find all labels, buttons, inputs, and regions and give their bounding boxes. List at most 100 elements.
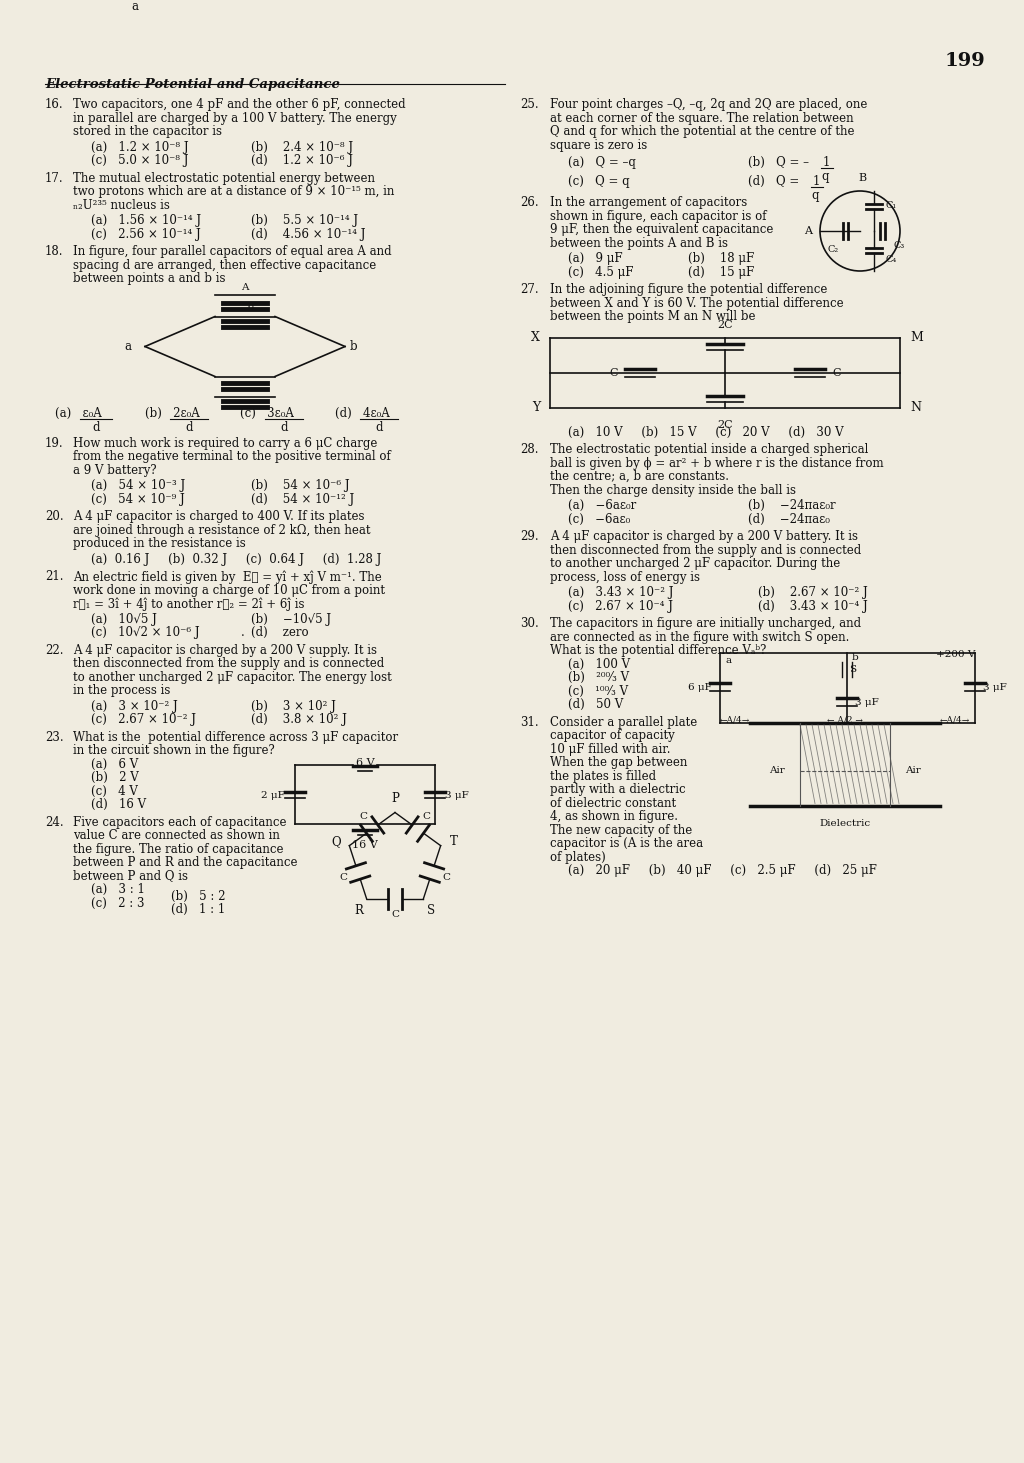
Text: (d)   4ε₀A: (d) 4ε₀A: [335, 407, 390, 420]
Text: 2C: 2C: [717, 420, 733, 430]
Text: Two capacitors, one 4 pF and the other 6 pF, connected: Two capacitors, one 4 pF and the other 6…: [73, 98, 406, 111]
Text: The electrostatic potential inside a charged spherical: The electrostatic potential inside a cha…: [550, 443, 868, 456]
Text: (a)   3 : 1: (a) 3 : 1: [91, 884, 144, 895]
Text: (a)   54 × 10⁻³ J: (a) 54 × 10⁻³ J: [91, 478, 185, 492]
Text: 31.: 31.: [520, 715, 539, 729]
Text: 18.: 18.: [45, 244, 63, 257]
Text: ←A/4→: ←A/4→: [940, 715, 971, 724]
Text: (c)   5.0 × 10⁻⁸ J: (c) 5.0 × 10⁻⁸ J: [91, 154, 188, 167]
Text: between points a and b is: between points a and b is: [73, 272, 225, 285]
Text: S: S: [427, 904, 435, 917]
Text: (b)    3 × 10² J: (b) 3 × 10² J: [251, 699, 336, 712]
Text: d: d: [92, 420, 99, 433]
Text: Then the charge density inside the ball is: Then the charge density inside the ball …: [550, 483, 796, 496]
Text: d: d: [248, 301, 255, 312]
Text: 1: 1: [813, 174, 820, 187]
Text: a: a: [131, 0, 138, 13]
Text: (b)    5.5 × 10⁻¹⁴ J: (b) 5.5 × 10⁻¹⁴ J: [251, 214, 358, 227]
Text: two protons which are at a distance of 9 × 10⁻¹⁵ m, in: two protons which are at a distance of 9…: [73, 184, 394, 198]
Text: work done in moving a charge of 10 μC from a point: work done in moving a charge of 10 μC fr…: [73, 584, 385, 597]
Text: (c)   2.56 × 10⁻¹⁴ J: (c) 2.56 × 10⁻¹⁴ J: [91, 228, 201, 240]
Text: What is the potential difference Vₐᵇ?: What is the potential difference Vₐᵇ?: [550, 644, 766, 657]
Text: a: a: [124, 339, 131, 353]
Text: When the gap between: When the gap between: [550, 756, 687, 770]
Text: The new capacity of the: The new capacity of the: [550, 824, 692, 837]
Text: (b)    54 × 10⁻⁶ J: (b) 54 × 10⁻⁶ J: [251, 478, 349, 492]
Text: of dielectric constant: of dielectric constant: [550, 796, 676, 809]
Text: X: X: [531, 331, 540, 344]
Text: 3 μF: 3 μF: [855, 698, 879, 707]
Text: (b)    2.4 × 10⁻⁸ J: (b) 2.4 × 10⁻⁸ J: [251, 140, 353, 154]
Text: (a)   9 μF: (a) 9 μF: [568, 252, 623, 265]
Text: 2C: 2C: [717, 319, 733, 329]
Text: Q: Q: [331, 835, 341, 849]
Text: (a)   Q = –q: (a) Q = –q: [568, 157, 636, 170]
Text: d: d: [280, 420, 288, 433]
Text: 1: 1: [823, 157, 830, 170]
Text: (d)    4.56 × 10⁻¹⁴ J: (d) 4.56 × 10⁻¹⁴ J: [251, 228, 366, 240]
Text: 17.: 17.: [45, 171, 63, 184]
Text: C: C: [423, 812, 431, 821]
Text: q: q: [811, 189, 818, 202]
Text: Electrostatic Potential and Capacitance: Electrostatic Potential and Capacitance: [45, 78, 340, 91]
Text: C₁: C₁: [886, 200, 897, 209]
Text: the figure. The ratio of capacitance: the figure. The ratio of capacitance: [73, 843, 284, 856]
Text: (b)    2.67 × 10⁻² J: (b) 2.67 × 10⁻² J: [758, 587, 867, 598]
Text: (c)   2.67 × 10⁻² J: (c) 2.67 × 10⁻² J: [91, 712, 196, 726]
Text: R: R: [354, 904, 362, 917]
Text: A 4 μF capacitor is charged by a 200 V supply. It is: A 4 μF capacitor is charged by a 200 V s…: [73, 644, 377, 657]
Text: (c)   ¹⁰⁰⁄₃ V: (c) ¹⁰⁰⁄₃ V: [568, 685, 628, 698]
Text: +200 V: +200 V: [936, 650, 975, 658]
Text: A 4 μF capacitor is charged to 400 V. If its plates: A 4 μF capacitor is charged to 400 V. If…: [73, 511, 365, 522]
Text: 27.: 27.: [520, 282, 539, 296]
Text: (c)   4 V: (c) 4 V: [91, 784, 138, 797]
Text: (a)   ε₀A: (a) ε₀A: [55, 407, 101, 420]
Text: in the circuit shown in the figure?: in the circuit shown in the figure?: [73, 745, 274, 756]
Text: B: B: [858, 173, 866, 183]
Text: 10 μF filled with air.: 10 μF filled with air.: [550, 743, 671, 755]
Text: r⃗₁ = 3î + 4ĵ to another r⃗₂ = 2î + 6ĵ is: r⃗₁ = 3î + 4ĵ to another r⃗₂ = 2î + 6ĵ i…: [73, 597, 304, 610]
Text: square is zero is: square is zero is: [550, 139, 647, 152]
Text: M: M: [910, 331, 923, 344]
Text: (a)   100 V: (a) 100 V: [568, 657, 630, 670]
Text: (a)   3.43 × 10⁻² J: (a) 3.43 × 10⁻² J: [568, 587, 674, 598]
Text: q: q: [821, 170, 828, 183]
Text: Q and q for which the potential at the centre of the: Q and q for which the potential at the c…: [550, 124, 854, 138]
Text: (b)   Q = –: (b) Q = –: [748, 157, 809, 170]
Text: (a)   −6aε₀r: (a) −6aε₀r: [568, 499, 636, 512]
Text: d: d: [375, 420, 383, 433]
Text: (d)   Q =: (d) Q =: [748, 174, 803, 187]
Text: .: .: [241, 626, 245, 639]
Text: (c)   2.67 × 10⁻⁴ J: (c) 2.67 × 10⁻⁴ J: [568, 600, 673, 613]
Text: 22.: 22.: [45, 644, 63, 657]
Text: the plates is filled: the plates is filled: [550, 770, 656, 783]
Text: Y: Y: [531, 401, 540, 414]
Text: (d)   16 V: (d) 16 V: [91, 797, 146, 811]
Text: C: C: [609, 367, 618, 377]
Text: Dielectric: Dielectric: [819, 818, 870, 828]
Text: 23.: 23.: [45, 730, 63, 743]
Text: (b)   5 : 2: (b) 5 : 2: [171, 890, 225, 903]
Text: 3 μF: 3 μF: [983, 683, 1007, 692]
Text: d: d: [185, 420, 193, 433]
Text: (b)   2ε₀A: (b) 2ε₀A: [145, 407, 200, 420]
Text: (a)   1.56 × 10⁻¹⁴ J: (a) 1.56 × 10⁻¹⁴ J: [91, 214, 201, 227]
Text: to another uncharged 2 μF capacitor. The energy lost: to another uncharged 2 μF capacitor. The…: [73, 670, 392, 683]
Text: (b)   2 V: (b) 2 V: [91, 771, 138, 784]
Text: (d)    15 μF: (d) 15 μF: [688, 265, 755, 278]
Text: (c)   Q = q: (c) Q = q: [568, 174, 630, 187]
Text: A: A: [242, 282, 249, 291]
Text: ←A/4→: ←A/4→: [720, 715, 750, 724]
Text: 20.: 20.: [45, 511, 63, 522]
Text: at each corner of the square. The relation between: at each corner of the square. The relati…: [550, 111, 854, 124]
Text: Air: Air: [905, 767, 921, 775]
Text: (a)  0.16 J     (b)  0.32 J     (c)  0.64 J     (d)  1.28 J: (a) 0.16 J (b) 0.32 J (c) 0.64 J (d) 1.2…: [91, 553, 381, 566]
Text: The mutual electrostatic potential energy between: The mutual electrostatic potential energ…: [73, 171, 375, 184]
Text: produced in the resistance is: produced in the resistance is: [73, 537, 246, 550]
Text: b: b: [350, 339, 357, 353]
Text: (d)    3.8 × 10² J: (d) 3.8 × 10² J: [251, 712, 347, 726]
Text: between X and Y is 60 V. The potential difference: between X and Y is 60 V. The potential d…: [550, 297, 844, 310]
Text: (b)    −24πaε₀r: (b) −24πaε₀r: [748, 499, 836, 512]
Text: Consider a parallel plate: Consider a parallel plate: [550, 715, 697, 729]
Text: the centre; a, b are constants.: the centre; a, b are constants.: [550, 470, 729, 483]
